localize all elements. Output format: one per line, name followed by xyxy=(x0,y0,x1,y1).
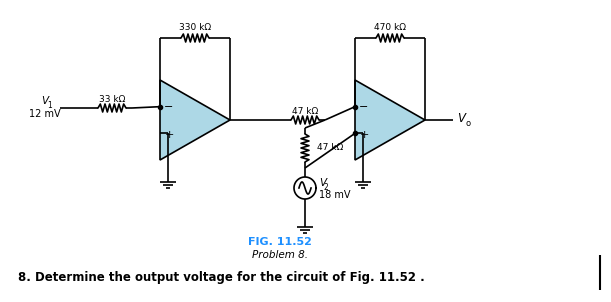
Text: 8. Determine the output voltage for the circuit of Fig. 11.52 .: 8. Determine the output voltage for the … xyxy=(18,271,425,284)
Text: 12 mV: 12 mV xyxy=(29,109,61,119)
Text: −: − xyxy=(359,102,368,112)
Text: 47 kΩ: 47 kΩ xyxy=(292,107,318,115)
Text: Problem 8.: Problem 8. xyxy=(252,250,308,260)
Text: 470 kΩ: 470 kΩ xyxy=(374,24,406,33)
Text: V: V xyxy=(42,96,48,106)
Text: 33 kΩ: 33 kΩ xyxy=(99,95,125,104)
Text: 47 kΩ: 47 kΩ xyxy=(317,143,343,153)
Polygon shape xyxy=(355,80,425,160)
Text: 18 mV: 18 mV xyxy=(319,190,351,200)
Text: V: V xyxy=(457,113,465,126)
Text: V: V xyxy=(319,178,326,188)
Text: 1: 1 xyxy=(48,101,53,110)
Text: o: o xyxy=(465,118,470,127)
Text: +: + xyxy=(359,130,368,140)
Text: +: + xyxy=(164,130,174,140)
Text: 330 kΩ: 330 kΩ xyxy=(179,24,211,33)
Text: −: − xyxy=(164,102,174,112)
Polygon shape xyxy=(160,80,230,160)
Text: 2: 2 xyxy=(323,182,327,191)
Text: FIG. 11.52: FIG. 11.52 xyxy=(248,237,312,247)
